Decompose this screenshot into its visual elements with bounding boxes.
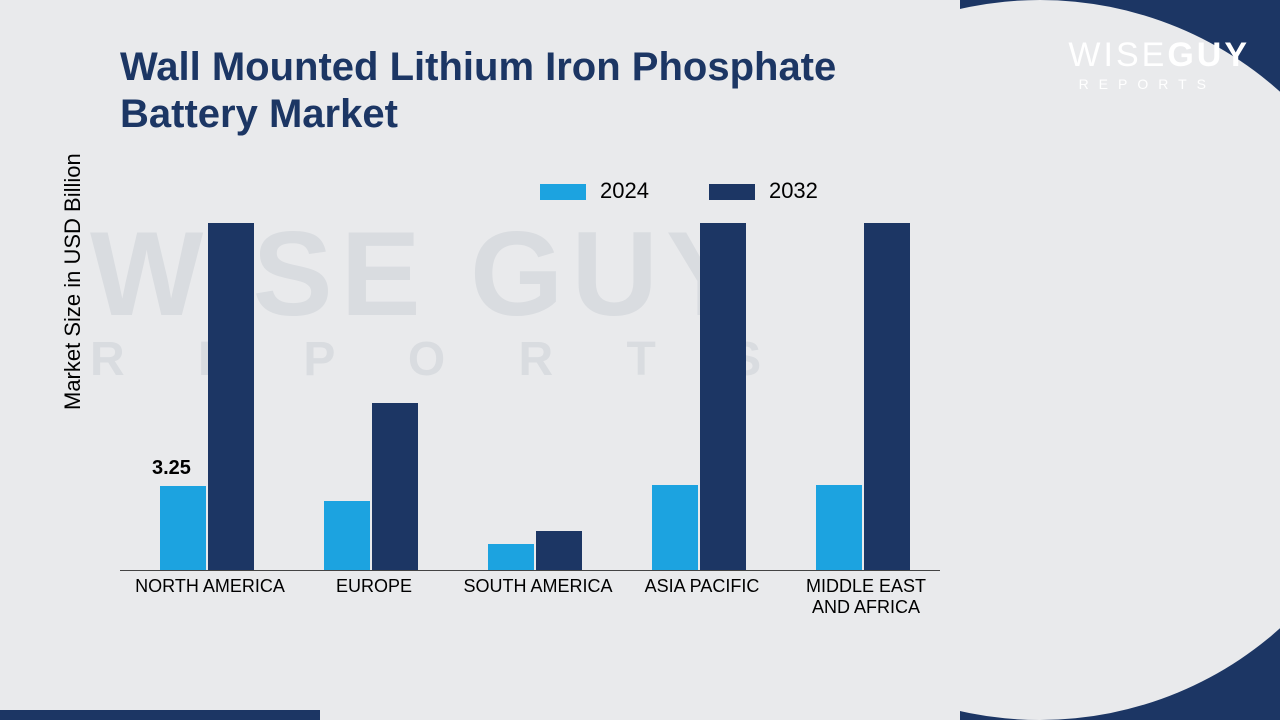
- chart-title: Wall Mounted Lithium Iron Phosphate Batt…: [120, 44, 880, 138]
- footer-accent: [0, 710, 320, 720]
- legend-item-2032: 2032: [709, 178, 818, 204]
- x-axis-label: ASIA PACIFIC: [622, 570, 782, 597]
- brand-main: WISE: [1068, 36, 1167, 74]
- legend-item-2024: 2024: [540, 178, 649, 204]
- legend: 2024 2032: [540, 178, 818, 204]
- bar-2032: [864, 223, 910, 570]
- bar-2032: [700, 223, 746, 570]
- legend-label-2024: 2024: [600, 178, 649, 203]
- bar-2024: [160, 486, 206, 570]
- bar-2032: [536, 531, 582, 570]
- bar-2024: [324, 501, 370, 570]
- x-axis-label: SOUTH AMERICA: [458, 570, 618, 597]
- legend-swatch-2032: [709, 184, 755, 200]
- legend-swatch-2024: [540, 184, 586, 200]
- brand-sub: REPORTS: [1079, 76, 1216, 92]
- bar-2032: [372, 403, 418, 570]
- plot-area: NORTH AMERICAEUROPESOUTH AMERICAASIA PAC…: [120, 210, 940, 571]
- brand-logo: WISEGUY: [1068, 36, 1250, 75]
- x-axis-label: NORTH AMERICA: [130, 570, 290, 597]
- bar-2032: [208, 223, 254, 570]
- bar-2024: [816, 485, 862, 570]
- chart-stage: WISEGUY REPORTS Wall Mounted Lithium Iro…: [0, 0, 1280, 720]
- value-label: 3.25: [152, 457, 191, 480]
- legend-label-2032: 2032: [769, 178, 818, 203]
- y-axis-label: Market Size in USD Billion: [60, 153, 86, 410]
- bar-2024: [652, 485, 698, 570]
- x-axis-label: MIDDLE EAST AND AFRICA: [786, 570, 946, 617]
- x-axis-label: EUROPE: [294, 570, 454, 597]
- brand-bold: GUY: [1167, 36, 1250, 74]
- bar-2024: [488, 544, 534, 570]
